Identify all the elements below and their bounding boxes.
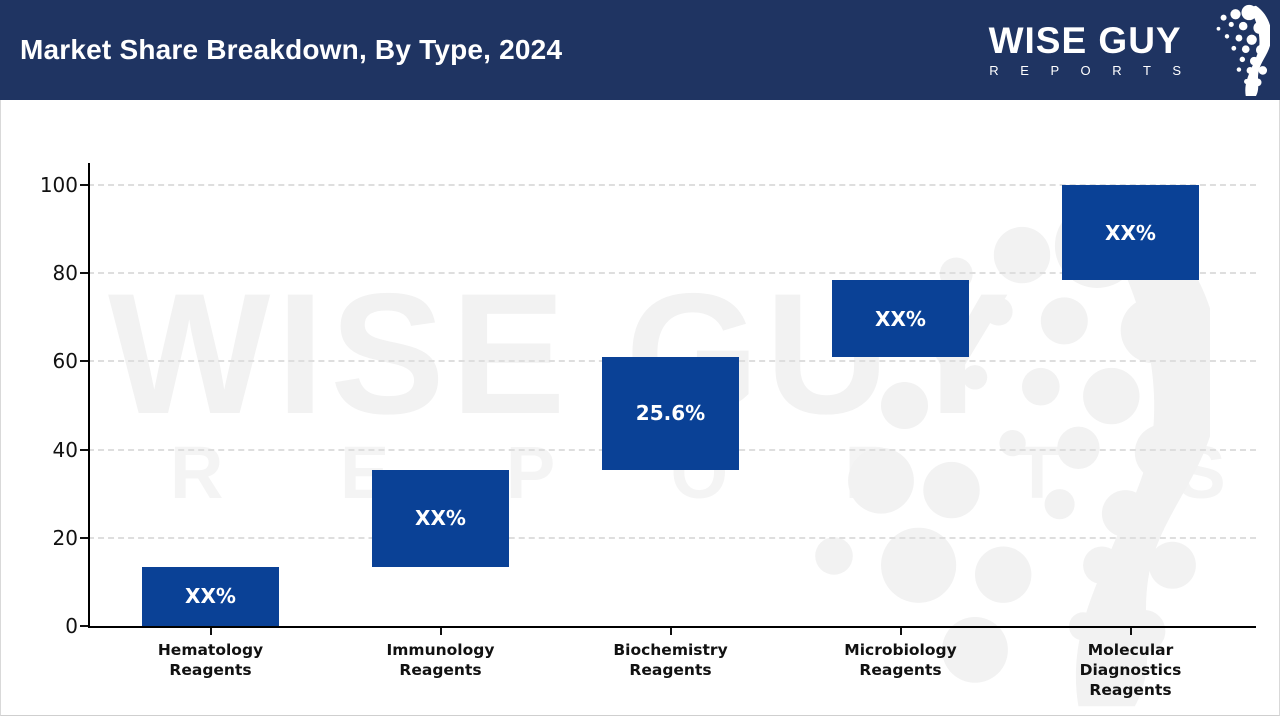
y-axis-tick-label: 0 xyxy=(65,614,78,638)
x-axis-category-label: Microbiology Reagents xyxy=(844,641,957,679)
bar-immunology-reagents: XX% xyxy=(372,469,509,567)
wise-guy-head-icon xyxy=(1216,4,1270,96)
gridline-80 xyxy=(88,272,1256,275)
x-axis-line xyxy=(88,626,1256,628)
logo-wordmark: WISE GUY R E P O R T S xyxy=(980,20,1190,79)
y-axis-tickmark xyxy=(80,360,88,363)
x-axis-category-label: Molecular Diagnostics Reagents xyxy=(1079,641,1182,699)
bar-molecular-diagnostics-reagents: XX% xyxy=(1062,185,1199,281)
y-axis-tickmark xyxy=(80,272,88,275)
y-axis-tick-label: 100 xyxy=(39,173,78,197)
y-axis-tick-label: 20 xyxy=(52,525,78,550)
x-axis-category-label: Hematology Reagents xyxy=(157,641,264,679)
y-axis-tickmark xyxy=(80,184,88,186)
gridline-100 xyxy=(88,184,1256,186)
x-axis-tickmark xyxy=(1129,628,1132,635)
x-axis-category-label: Immunology Reagents xyxy=(386,641,495,679)
y-axis-tick-label: 40 xyxy=(52,437,78,462)
y-axis-tick-label: 80 xyxy=(52,261,78,286)
y-axis-tickmark xyxy=(80,448,88,451)
logo-text-wise-guy: WISE GUY xyxy=(988,20,1182,61)
header-bar: Market Share Breakdown, By Type, 2024 WI… xyxy=(0,0,1280,100)
bar-value-label: XX% xyxy=(415,506,466,531)
x-axis-category-label: Biochemistry Reagents xyxy=(613,641,728,679)
bar-value-label: XX% xyxy=(1105,220,1156,245)
y-axis-tickmark xyxy=(80,625,88,627)
bar-value-label: 25.6% xyxy=(635,401,706,426)
bar-value-label: XX% xyxy=(185,584,236,609)
x-axis-tickmark xyxy=(439,628,442,635)
bar-value-label: XX% xyxy=(875,306,926,331)
page-title: Market Share Breakdown, By Type, 2024 xyxy=(20,34,563,65)
bar-biochemistry-reagents: 25.6% xyxy=(602,356,739,470)
y-axis-line xyxy=(88,163,90,628)
bar-hematology-reagents: XX% xyxy=(142,566,279,626)
brand-logo: WISE GUY R E P O R T S xyxy=(980,4,1270,96)
x-axis-tickmark xyxy=(669,628,672,635)
y-axis-tick-label: 60 xyxy=(52,349,78,374)
x-axis-tickmark xyxy=(899,628,902,635)
x-axis-tickmark xyxy=(209,628,212,635)
bar-microbiology-reagents: XX% xyxy=(832,280,969,357)
logo-text-reports: R E P O R T S xyxy=(989,63,1190,78)
y-axis-tickmark xyxy=(80,536,88,539)
gridline-20 xyxy=(88,536,1256,539)
